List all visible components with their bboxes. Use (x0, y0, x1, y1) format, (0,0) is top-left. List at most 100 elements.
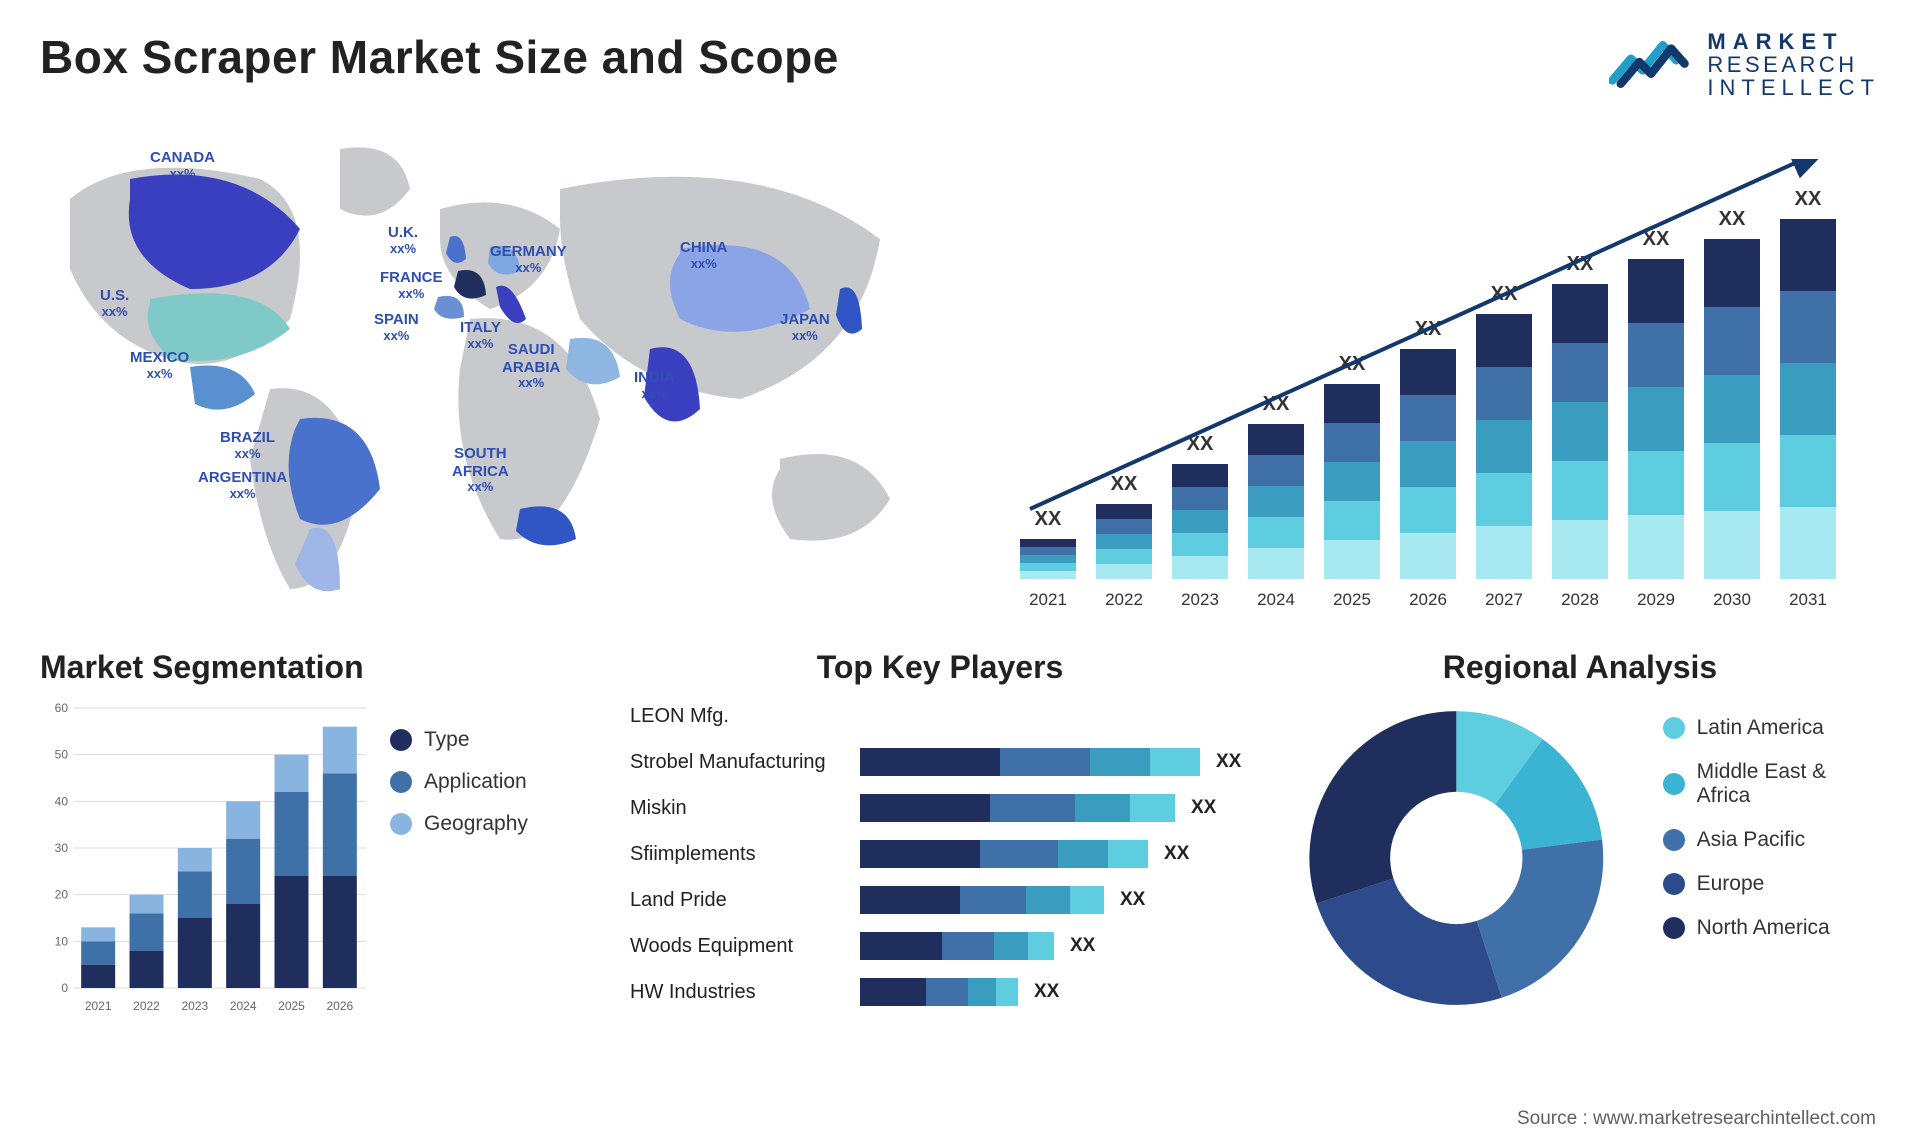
legend-label: Geography (424, 812, 528, 836)
seg-legend-item: Geography (390, 812, 528, 836)
bottom-row: Market Segmentation 01020304050602021202… (40, 649, 1880, 1079)
map-label-name: U.S. (100, 287, 129, 304)
regional-body: Latin America Middle East & Africa Asia Pa… (1280, 698, 1880, 1079)
player-bar-segment (980, 840, 1058, 868)
legend-label: North America (1697, 916, 1830, 940)
map-label-spain: SPAINxx% (374, 311, 419, 343)
player-bar-wrap: XX (860, 794, 1250, 822)
map-label-name: ARGENTINA (198, 469, 287, 486)
player-bar-segment (1108, 840, 1148, 868)
logo-line-2: RESEARCH (1707, 53, 1880, 76)
player-value: XX (1191, 797, 1216, 819)
player-value: XX (1070, 935, 1095, 957)
player-bar-segment (860, 978, 926, 1006)
svg-text:2022: 2022 (133, 999, 160, 1013)
logo-text: MARKET RESEARCH INTELLECT (1707, 30, 1880, 99)
player-row: Strobel ManufacturingXX (630, 744, 1250, 780)
svg-text:XX: XX (1795, 188, 1822, 210)
player-bar-segment (860, 794, 990, 822)
player-bar (860, 978, 1018, 1006)
map-label-france: FRANCExx% (380, 269, 443, 301)
map-label-pct: xx% (388, 242, 418, 257)
legend-dot-icon (1663, 717, 1685, 739)
map-label-pct: xx% (374, 329, 419, 344)
region-legend-item: Middle East & Africa (1663, 760, 1880, 808)
map-label-name: CANADA (150, 149, 215, 166)
svg-text:XX: XX (1111, 473, 1138, 495)
map-label-south_africa: SOUTHAFRICAxx% (452, 445, 509, 494)
region-legend-item: Europe (1663, 872, 1880, 896)
player-bar-segment (1150, 748, 1200, 776)
seg-legend-item: Application (390, 770, 528, 794)
svg-text:2027: 2027 (1485, 590, 1523, 609)
map-label-mexico: MEXICOxx% (130, 349, 189, 381)
map-label-pct: xx% (502, 376, 560, 391)
map-label-pct: xx% (780, 329, 830, 344)
player-bar-wrap: XX (860, 886, 1250, 914)
map-label-name: CHINA (680, 239, 728, 256)
player-value: XX (1034, 981, 1059, 1003)
seg-legend-item: Type (390, 728, 528, 752)
svg-text:30: 30 (55, 841, 69, 855)
map-label-name: U.K. (388, 224, 418, 241)
top-row: CANADAxx%U.S.xx%MEXICOxx%BRAZILxx%ARGENT… (40, 119, 1880, 619)
player-bar-segment (990, 794, 1075, 822)
player-name: LEON Mfg. (630, 705, 860, 728)
regional-donut-svg (1280, 698, 1633, 1018)
player-row: LEON Mfg. (630, 698, 1250, 734)
svg-text:2022: 2022 (1105, 590, 1143, 609)
legend-label: Type (424, 728, 470, 752)
player-name: Land Pride (630, 889, 860, 912)
map-label-name: ARABIA (502, 359, 560, 376)
svg-text:2021: 2021 (85, 999, 112, 1013)
logo-line-3: INTELLECT (1707, 76, 1880, 99)
svg-text:2025: 2025 (1333, 590, 1371, 609)
header: Box Scraper Market Size and Scope MARKET… (40, 30, 1880, 99)
map-label-name: SPAIN (374, 311, 419, 328)
world-map-panel: CANADAxx%U.S.xx%MEXICOxx%BRAZILxx%ARGENT… (40, 119, 940, 619)
segmentation-chart-svg: 0102030405060202120222023202420252026 (40, 698, 370, 1018)
region-legend-item: North America (1663, 916, 1880, 940)
map-label-pct: xx% (198, 487, 287, 502)
player-bar (860, 794, 1175, 822)
player-bar (860, 840, 1148, 868)
svg-text:40: 40 (55, 795, 69, 809)
logo-line-1: MARKET (1707, 30, 1880, 53)
regional-title: Regional Analysis (1280, 649, 1880, 686)
legend-dot-icon (390, 771, 412, 793)
player-row: MiskinXX (630, 790, 1250, 826)
regional-legend: Latin America Middle East & Africa Asia Pa… (1663, 698, 1880, 940)
player-bar-segment (1000, 748, 1090, 776)
player-bar-wrap: XX (860, 748, 1250, 776)
svg-text:2024: 2024 (230, 999, 257, 1013)
player-row: HW IndustriesXX (630, 974, 1250, 1010)
player-row: SfiimplementsXX (630, 836, 1250, 872)
region-legend-item: Asia Pacific (1663, 828, 1880, 852)
map-label-pct: xx% (460, 337, 501, 352)
map-label-name: SAUDI (502, 341, 560, 358)
map-label-germany: GERMANYxx% (490, 243, 567, 275)
legend-label: Application (424, 770, 527, 794)
legend-dot-icon (1663, 873, 1685, 895)
map-label-name: SOUTH (452, 445, 509, 462)
player-name: Strobel Manufacturing (630, 751, 860, 774)
svg-text:10: 10 (55, 935, 69, 949)
player-bar-wrap (860, 702, 1250, 730)
player-bar-segment (994, 932, 1028, 960)
map-label-name: AFRICA (452, 463, 509, 480)
player-bar-segment (1028, 932, 1054, 960)
svg-text:2028: 2028 (1561, 590, 1599, 609)
player-bar-segment (960, 886, 1026, 914)
brand-logo: MARKET RESEARCH INTELLECT (1609, 30, 1880, 99)
player-bar-segment (942, 932, 994, 960)
logo-mark-icon (1609, 35, 1693, 94)
svg-text:2026: 2026 (326, 999, 353, 1013)
map-label-italy: ITALYxx% (460, 319, 501, 351)
player-value: XX (1164, 843, 1189, 865)
region-legend-item: Latin America (1663, 716, 1880, 740)
svg-text:2026: 2026 (1409, 590, 1447, 609)
legend-label: Middle East & Africa (1697, 760, 1880, 808)
svg-text:20: 20 (55, 888, 69, 902)
segmentation-panel: Market Segmentation 01020304050602021202… (40, 649, 600, 1079)
map-label-uk: U.K.xx% (388, 224, 418, 256)
